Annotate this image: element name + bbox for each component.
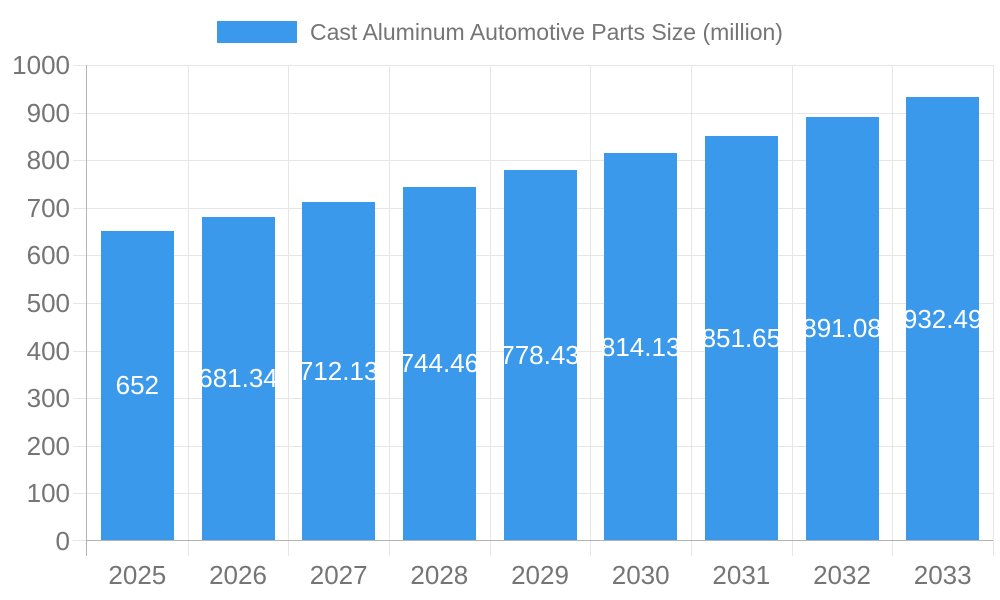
bar-value-label: 851.65 xyxy=(701,322,782,353)
bar[interactable]: 851.65 xyxy=(702,135,781,541)
y-tick-label: 600 xyxy=(26,240,70,271)
x-tick-label: 2031 xyxy=(712,560,771,590)
x-axis-line xyxy=(87,540,993,541)
category-boundary-line xyxy=(892,65,894,556)
bar[interactable]: 778.43 xyxy=(500,170,580,541)
y-tick-label: 900 xyxy=(26,97,70,128)
bar-value-label: 652 xyxy=(115,370,160,401)
x-axis-zero-tick xyxy=(73,540,87,541)
bar-value-label: 744.46 xyxy=(399,348,480,379)
legend-label: Cast Aluminum Automotive Parts Size (mil… xyxy=(310,19,783,45)
y-tick-label: 700 xyxy=(26,192,70,223)
bar-value-label: 814.13 xyxy=(600,331,681,362)
x-tick-label: 2030 xyxy=(611,560,670,590)
category-boundary-line xyxy=(993,65,994,556)
category-boundary-line xyxy=(187,65,189,556)
bar[interactable]: 814.13 xyxy=(601,153,680,541)
x-tick-label: 2033 xyxy=(913,560,972,590)
legend-swatch xyxy=(217,21,298,43)
x-tick-label: 2026 xyxy=(209,560,267,590)
category-boundary-line xyxy=(489,65,491,556)
y-gridline xyxy=(73,160,993,162)
category-boundary-line xyxy=(389,65,390,556)
plot-area: 652 681.34 712.13 744.46 778.43 814.13 851.65 8… xyxy=(73,65,994,556)
y-tick-label: 0 xyxy=(55,526,70,556)
category-boundary-line xyxy=(791,65,793,556)
y-tick-label: 500 xyxy=(26,288,70,318)
y-gridline xyxy=(73,112,993,114)
x-tick-label: 2029 xyxy=(511,560,569,590)
bar-value-label: 712.13 xyxy=(298,356,379,387)
y-tick-label: 400 xyxy=(26,335,70,366)
y-tick-label: 1000 xyxy=(12,50,70,80)
bar-value-label: 891.08 xyxy=(802,313,882,344)
bar[interactable]: 744.46 xyxy=(400,186,479,541)
x-tick-label: 2032 xyxy=(813,560,871,590)
bar[interactable]: 712.13 xyxy=(299,202,378,541)
bar-value-label: 932.49 xyxy=(902,303,983,334)
category-boundary-line xyxy=(590,65,592,556)
legend[interactable]: Cast Aluminum Automotive Parts Size (mil… xyxy=(0,18,1000,46)
bar[interactable]: 681.34 xyxy=(198,216,278,541)
x-tick-label: 2027 xyxy=(309,560,368,590)
x-tick-label: 2028 xyxy=(410,560,469,590)
bar-value-label: 681.34 xyxy=(198,363,278,394)
x-tick-label: 2025 xyxy=(108,560,167,590)
category-boundary-line xyxy=(691,65,692,556)
bar[interactable]: 891.08 xyxy=(802,116,882,541)
y-gridline xyxy=(73,65,993,66)
bar-value-label: 778.43 xyxy=(500,340,580,371)
y-axis-line xyxy=(86,65,87,556)
category-boundary-line xyxy=(288,65,290,556)
y-tick-label: 300 xyxy=(26,383,70,414)
y-tick-label: 800 xyxy=(26,145,70,176)
y-tick-label: 200 xyxy=(26,430,70,461)
bar[interactable]: 652 xyxy=(100,230,174,541)
y-tick-label: 100 xyxy=(26,478,70,509)
bar[interactable]: 932.49 xyxy=(903,97,982,541)
